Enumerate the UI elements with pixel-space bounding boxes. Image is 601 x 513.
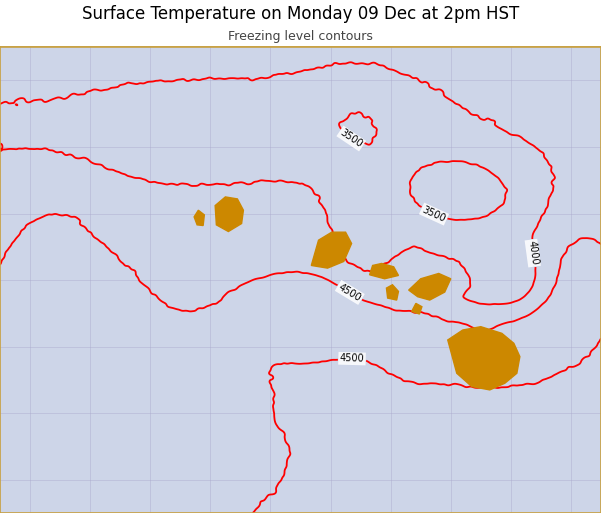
Text: 4000: 4000 bbox=[526, 240, 539, 266]
Polygon shape bbox=[412, 303, 422, 314]
Polygon shape bbox=[215, 197, 243, 231]
Text: Surface Temperature on Monday 09 Dec at 2pm HST: Surface Temperature on Monday 09 Dec at … bbox=[82, 5, 519, 23]
Polygon shape bbox=[386, 285, 398, 300]
Polygon shape bbox=[311, 232, 352, 268]
Polygon shape bbox=[194, 210, 204, 226]
Polygon shape bbox=[370, 264, 398, 279]
Text: 4500: 4500 bbox=[337, 282, 363, 303]
Text: 3500: 3500 bbox=[338, 128, 364, 149]
Text: 3500: 3500 bbox=[421, 204, 447, 224]
Text: 4500: 4500 bbox=[340, 353, 364, 364]
Text: Freezing level contours: Freezing level contours bbox=[228, 30, 373, 43]
Polygon shape bbox=[448, 327, 520, 390]
Polygon shape bbox=[409, 273, 451, 300]
